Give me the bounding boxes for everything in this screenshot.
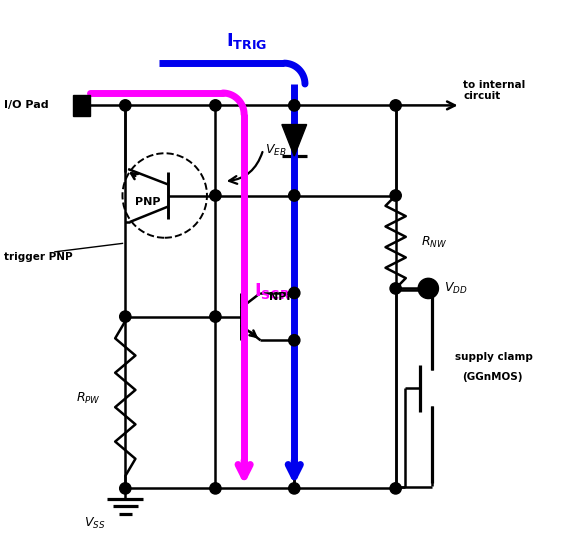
Circle shape	[390, 190, 401, 201]
Text: $V_{SS}$: $V_{SS}$	[84, 516, 105, 531]
Text: trigger PNP: trigger PNP	[4, 253, 73, 263]
Polygon shape	[282, 124, 307, 156]
Circle shape	[289, 335, 300, 346]
Text: to internal
circuit: to internal circuit	[463, 80, 525, 101]
Text: $\mathbf{I_{TRIG}}$: $\mathbf{I_{TRIG}}$	[226, 31, 267, 50]
Circle shape	[390, 283, 401, 294]
Text: PNP: PNP	[135, 197, 161, 207]
Text: $\mathbf{I_{SCR}}$: $\mathbf{I_{SCR}}$	[254, 281, 291, 301]
Circle shape	[289, 100, 300, 111]
Circle shape	[210, 190, 221, 201]
Circle shape	[289, 287, 300, 298]
Text: $R_{NW}$: $R_{NW}$	[421, 235, 447, 250]
Circle shape	[210, 311, 221, 322]
Circle shape	[119, 311, 131, 322]
Text: supply clamp: supply clamp	[455, 352, 533, 362]
Circle shape	[289, 483, 300, 494]
Circle shape	[289, 190, 300, 201]
Circle shape	[390, 483, 401, 494]
Bar	[73, 95, 90, 115]
Circle shape	[119, 483, 131, 494]
Text: $R_{PW}$: $R_{PW}$	[76, 391, 101, 406]
Circle shape	[119, 100, 131, 111]
Circle shape	[210, 483, 221, 494]
Text: $V_{EB}$: $V_{EB}$	[265, 143, 286, 158]
Circle shape	[418, 278, 439, 298]
Text: NPN: NPN	[269, 292, 295, 302]
Text: (GGnMOS): (GGnMOS)	[462, 372, 522, 382]
Circle shape	[390, 100, 401, 111]
Circle shape	[210, 100, 221, 111]
Text: $V_{DD}$: $V_{DD}$	[444, 281, 467, 296]
Text: I/O Pad: I/O Pad	[4, 100, 49, 110]
